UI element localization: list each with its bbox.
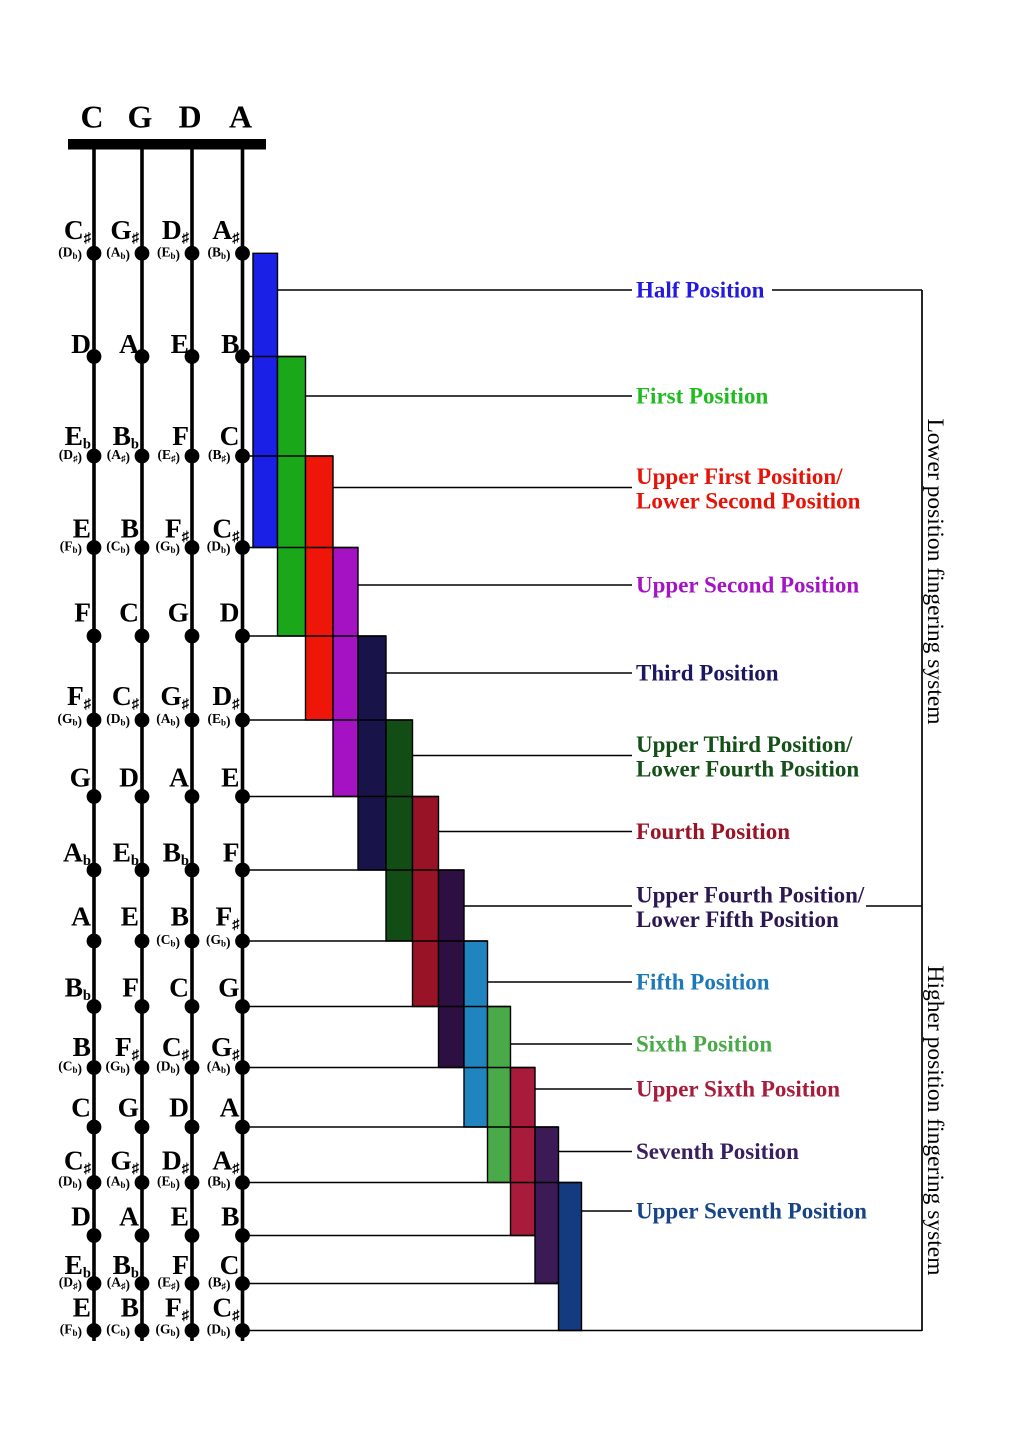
svg-text:(B♯): (B♯) [208,1275,231,1293]
svg-text:A: A [119,1201,139,1232]
svg-text:(Ab): (Ab) [106,244,130,262]
svg-text:E: E [171,328,189,359]
svg-text:(B♯): (B♯) [208,447,231,465]
svg-text:Upper First Position/: Upper First Position/ [636,464,843,489]
svg-text:(D♯): (D♯) [59,447,82,465]
svg-text:G: G [118,1092,139,1123]
svg-text:D: D [119,762,139,793]
svg-text:(Db): (Db) [58,244,82,262]
svg-text:Lower Fifth Position: Lower Fifth Position [636,907,839,932]
svg-text:A: A [119,328,139,359]
svg-text:Sixth Position: Sixth Position [636,1032,772,1057]
svg-text:Lower Second Position: Lower Second Position [636,489,861,514]
svg-text:B: B [221,1201,239,1232]
svg-text:E: E [221,762,239,793]
svg-text:(Cb): (Cb) [106,539,130,557]
svg-text:A: A [220,1092,240,1123]
svg-text:B: B [171,901,189,932]
svg-text:D: D [71,1201,91,1232]
svg-text:(Db): (Db) [156,1059,180,1077]
svg-text:(A♯): (A♯) [107,1275,130,1293]
svg-text:(Eb): (Eb) [157,1174,180,1192]
svg-text:C: C [169,972,189,1003]
svg-text:(Db): (Db) [58,1174,82,1192]
svg-text:(Eb): (Eb) [157,244,180,262]
svg-text:Half Position: Half Position [636,278,765,303]
svg-text:C: C [220,420,240,451]
svg-text:F: F [172,420,189,451]
svg-text:(Ab): (Ab) [156,711,180,729]
svg-text:(Bb): (Bb) [207,244,230,262]
svg-text:Seventh Position: Seventh Position [636,1139,799,1164]
svg-text:Fourth Position: Fourth Position [636,819,790,844]
svg-text:C: C [119,596,139,627]
svg-text:(Gb): (Gb) [57,711,82,729]
svg-text:Higher position fingering syst: Higher position fingering system [922,965,948,1275]
svg-text:C: C [71,1092,91,1123]
svg-text:F: F [122,972,139,1003]
svg-text:First Position: First Position [636,384,768,409]
svg-text:(Fb): (Fb) [60,1322,82,1340]
svg-text:A♯: A♯ [212,214,240,247]
svg-text:(Db): (Db) [106,711,130,729]
svg-text:(E♯): (E♯) [158,447,181,465]
svg-text:(Cb): (Cb) [106,1322,130,1340]
svg-text:C: C [220,1249,240,1280]
svg-text:G: G [168,596,189,627]
svg-text:(Cb): (Cb) [156,932,180,950]
svg-text:Lower position fingering syste: Lower position fingering system [922,418,948,724]
svg-text:Third Position: Third Position [636,661,779,686]
svg-text:(Gb): (Gb) [155,539,180,557]
svg-text:D: D [220,596,240,627]
svg-text:(Ab): (Ab) [207,1059,231,1077]
svg-text:(Gb): (Gb) [206,932,231,950]
svg-text:D: D [178,99,201,135]
svg-text:A: A [71,901,91,932]
svg-text:Upper Second Position: Upper Second Position [636,573,859,598]
svg-text:G: G [128,99,153,135]
svg-text:Upper Fourth Position/: Upper Fourth Position/ [636,883,865,908]
svg-text:B: B [221,328,239,359]
svg-text:Upper Seventh Position: Upper Seventh Position [636,1199,867,1224]
svg-text:(Eb): (Eb) [207,711,230,729]
svg-text:F: F [172,1249,189,1280]
svg-text:E: E [121,901,139,932]
svg-text:B: B [73,1031,91,1062]
svg-text:(Ab): (Ab) [106,1174,130,1192]
svg-text:C♯: C♯ [212,513,240,546]
svg-text:Ab: Ab [63,837,91,870]
svg-text:(Bb): (Bb) [207,1174,230,1192]
svg-text:(Gb): (Gb) [155,1322,180,1340]
svg-text:(E♯): (E♯) [158,1275,181,1293]
svg-text:F: F [223,837,240,868]
svg-text:(A♯): (A♯) [107,447,130,465]
svg-text:G: G [70,762,91,793]
svg-text:Upper Sixth Position: Upper Sixth Position [636,1077,840,1102]
svg-text:Upper Third Position/: Upper Third Position/ [636,732,853,757]
svg-text:Fifth Position: Fifth Position [636,970,770,995]
svg-text:(D♯): (D♯) [59,1275,82,1293]
svg-text:A: A [229,99,252,135]
svg-text:C: C [80,99,103,135]
svg-text:A: A [169,762,189,793]
svg-text:(Db): (Db) [207,1322,231,1340]
svg-text:(Db): (Db) [207,539,231,557]
svg-text:(Fb): (Fb) [60,539,82,557]
svg-text:B: B [121,513,139,544]
svg-text:D: D [71,328,91,359]
svg-text:G: G [218,972,239,1003]
svg-text:D: D [169,1092,189,1123]
svg-text:F: F [74,596,91,627]
svg-text:E: E [73,513,91,544]
svg-text:C♯: C♯ [112,680,140,713]
svg-text:B: B [121,1292,139,1323]
svg-text:E: E [171,1201,189,1232]
svg-text:Lower Fourth Position: Lower Fourth Position [636,757,859,782]
svg-text:(Gb): (Gb) [105,1059,130,1077]
svg-text:(Cb): (Cb) [58,1059,82,1077]
svg-text:E: E [73,1292,91,1323]
